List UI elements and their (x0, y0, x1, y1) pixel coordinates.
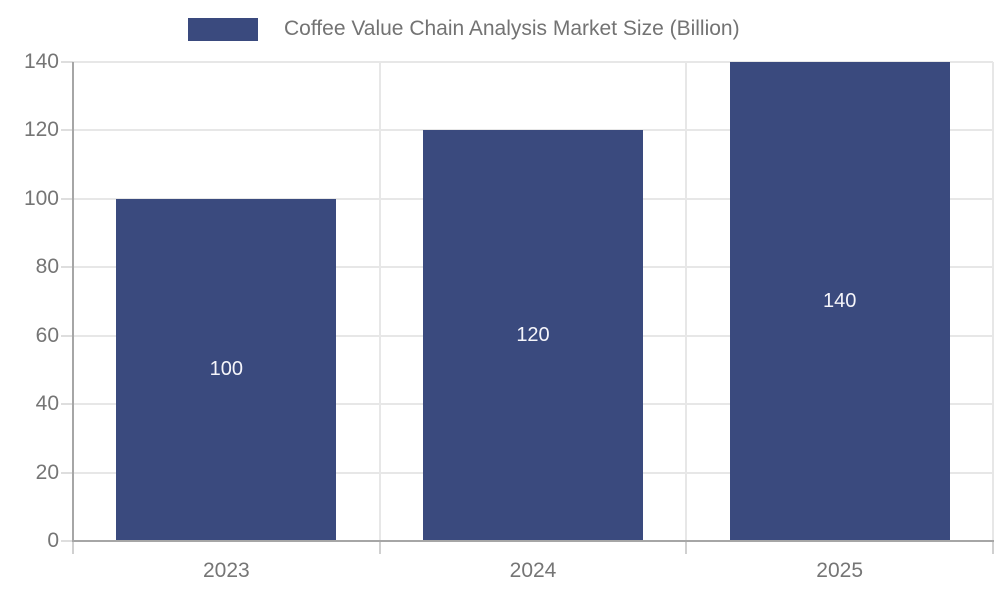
y-tick-label: 140 (23, 50, 59, 73)
legend-item[interactable]: Coffee Value Chain Analysis Market Size … (188, 17, 740, 41)
legend-label: Coffee Value Chain Analysis Market Size … (284, 17, 740, 40)
y-gridline (73, 61, 993, 63)
bar-2023[interactable]: 100 (116, 198, 337, 541)
x-gridline (992, 62, 994, 541)
y-tick-mark (61, 540, 73, 542)
y-tick-label: 120 (23, 118, 59, 142)
y-tick-label: 40 (35, 392, 59, 416)
y-tick-label: 60 (35, 323, 59, 347)
y-tick-mark (61, 266, 73, 269)
bar-2024[interactable]: 120 (423, 130, 643, 541)
y-tick-mark (61, 61, 73, 63)
bar-value-label: 100 (209, 358, 244, 381)
x-tick-label: 2024 (509, 559, 557, 582)
y-tick-mark (61, 129, 73, 132)
x-gridline (685, 62, 688, 541)
plot-area: 100 120 140 (61, 61, 994, 554)
x-tick-mark (72, 541, 74, 554)
x-gridline (378, 62, 381, 541)
y-gridline (73, 129, 993, 132)
x-tick-label: 2023 (202, 559, 250, 582)
x-tick-mark (992, 541, 994, 554)
y-tick-mark (61, 334, 73, 337)
y-tick-label: 20 (35, 460, 59, 484)
y-tick-mark (61, 403, 73, 406)
x-axis-line (72, 540, 994, 542)
y-axis-line (72, 62, 74, 541)
y-tick-label: 100 (23, 186, 59, 210)
y-tick-mark (61, 471, 73, 474)
y-tick-label: 0 (47, 529, 59, 552)
bar-2025[interactable]: 140 (729, 62, 950, 541)
y-tick-label: 80 (35, 255, 59, 279)
y-tick-mark (61, 197, 73, 200)
bar-value-label: 120 (516, 324, 550, 347)
x-tick-mark (378, 541, 381, 554)
x-tick-mark (685, 541, 688, 554)
x-tick-label: 2025 (816, 559, 864, 582)
bar-value-label: 140 (822, 290, 857, 312)
legend-swatch-icon (188, 17, 258, 41)
